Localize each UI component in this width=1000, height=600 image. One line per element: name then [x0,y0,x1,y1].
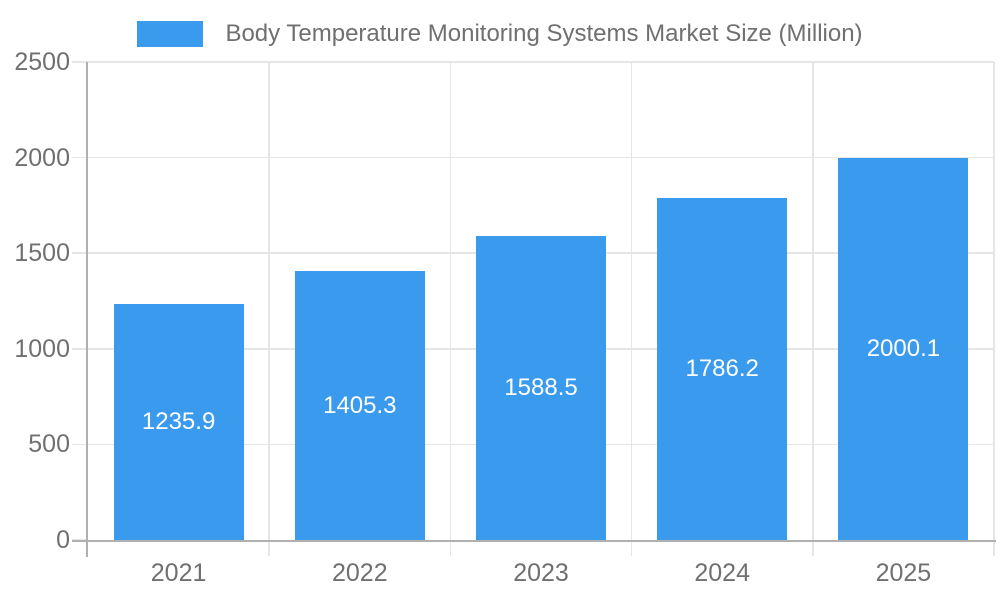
x-tick [630,540,633,556]
y-axis-label: 1000 [14,334,70,363]
bar-2021[interactable]: 1235.9 [113,303,244,540]
legend-label: Body Temperature Monitoring Systems Mark… [225,20,863,47]
bar-2024[interactable]: 1786.2 [657,198,788,540]
bar-value-label: 1786.2 [685,355,759,383]
bar-value-label: 1405.3 [323,391,397,419]
v-gridline [630,62,633,540]
x-axis-label: 2025 [875,559,932,587]
x-axis-label: 2024 [694,559,750,587]
v-gridline [812,62,814,540]
h-gridline [88,156,994,159]
v-gridline [993,62,995,540]
x-axis-label: 2021 [150,559,207,587]
x-tick [993,540,995,556]
legend-swatch-icon [137,21,204,47]
y-axis-label: 0 [56,526,70,554]
bar-value-label: 1588.5 [504,374,578,402]
v-gridline [268,62,270,540]
y-tick [72,61,88,63]
bar-value-label: 2000.1 [866,334,941,362]
x-axis-line [72,540,996,542]
x-tick [812,540,814,556]
x-tick [449,540,452,556]
bar-2023[interactable]: 1588.5 [476,236,606,540]
y-axis-line [86,62,88,557]
bar-value-label: 1235.9 [141,407,216,435]
x-tick [268,540,270,556]
h-gridline [88,61,994,63]
v-gridline [449,62,452,540]
y-axis-label: 2000 [14,143,70,172]
y-axis-label: 2500 [14,48,70,76]
y-tick [72,443,88,446]
y-tick [72,156,88,159]
y-axis-label: 1500 [14,239,70,268]
x-axis-label: 2022 [331,559,388,587]
x-axis-label: 2023 [513,559,569,587]
bar-2025[interactable]: 2000.1 [838,157,969,540]
y-tick [72,348,88,350]
y-tick [72,252,88,254]
y-axis-label: 500 [28,430,70,459]
legend[interactable]: Body Temperature Monitoring Systems Mark… [0,18,1000,50]
bar-2022[interactable]: 1405.3 [294,271,425,540]
